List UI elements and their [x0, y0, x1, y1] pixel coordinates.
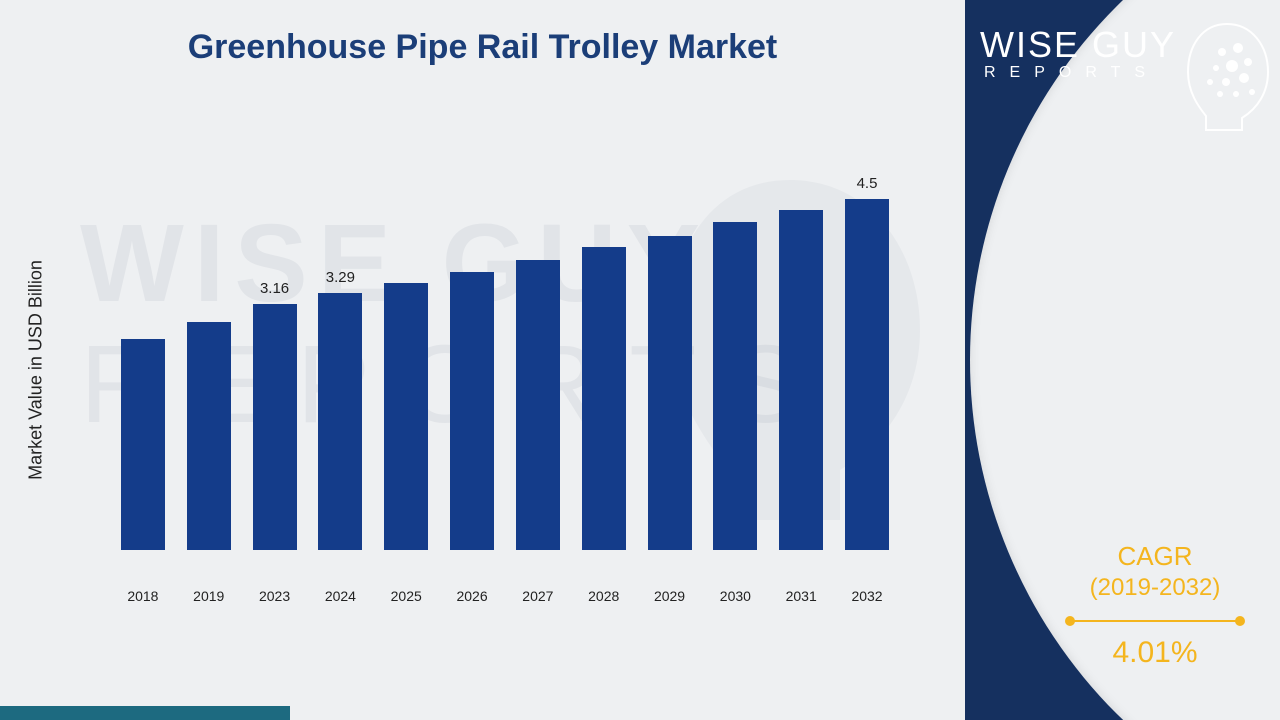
- bar: [384, 283, 428, 550]
- main-chart-area: Greenhouse Pipe Rail Trolley Market WISE…: [0, 0, 965, 720]
- bar-rect: [713, 222, 757, 550]
- bar: 3.16: [253, 304, 297, 550]
- x-tick: 2029: [648, 588, 692, 604]
- side-panel: WISE GUY REPORTS CAGR (2019-2032) 4.01%: [965, 0, 1280, 720]
- x-tick: 2027: [516, 588, 560, 604]
- x-tick: 2031: [779, 588, 823, 604]
- cagr-box: CAGR (2019-2032) 4.01%: [1030, 541, 1280, 670]
- bar-rect: [450, 272, 494, 550]
- canvas: Greenhouse Pipe Rail Trolley Market WISE…: [0, 0, 1280, 720]
- bar: [187, 322, 231, 550]
- x-tick: 2018: [121, 588, 165, 604]
- bar-rect: [187, 322, 231, 550]
- bar-rect: [582, 247, 626, 550]
- cagr-value: 4.01%: [1030, 636, 1280, 670]
- x-tick: 2019: [187, 588, 231, 604]
- footer-accent-bar: [0, 706, 290, 720]
- bar: 3.29: [318, 293, 362, 550]
- bar: [648, 236, 692, 550]
- cagr-label: CAGR: [1030, 541, 1280, 572]
- bar-rect: [845, 199, 889, 550]
- x-tick: 2030: [713, 588, 757, 604]
- bar: [450, 272, 494, 550]
- x-tick: 2024: [318, 588, 362, 604]
- logo-line1: WISE GUY: [980, 24, 1260, 66]
- bar: [713, 222, 757, 550]
- x-tick: 2025: [384, 588, 428, 604]
- cagr-period: (2019-2032): [1030, 574, 1280, 602]
- bar-value-label: 3.16: [260, 280, 289, 297]
- bars-container: 3.16 3.29 4.5: [110, 160, 900, 550]
- bar: [779, 210, 823, 550]
- x-tick: 2032: [845, 588, 889, 604]
- y-axis-label: Market Value in USD Billion: [26, 260, 47, 480]
- bar-rect: [648, 236, 692, 550]
- cagr-divider: [1070, 620, 1240, 622]
- bar-rect: [318, 293, 362, 550]
- x-tick: 2023: [253, 588, 297, 604]
- bar-rect: [121, 339, 165, 550]
- bar-rect: [384, 283, 428, 550]
- x-tick: 2026: [450, 588, 494, 604]
- bar: 4.5: [845, 199, 889, 550]
- bar: [582, 247, 626, 550]
- bar-chart: Market Value in USD Billion 3.163.294.5 …: [80, 160, 900, 580]
- bar-value-label: 3.29: [326, 269, 355, 286]
- bar: [516, 260, 560, 550]
- brand-logo: WISE GUY REPORTS: [980, 24, 1260, 82]
- logo-line2: REPORTS: [980, 64, 1260, 82]
- bar-rect: [779, 210, 823, 550]
- chart-title: Greenhouse Pipe Rail Trolley Market: [0, 28, 965, 67]
- bar: [121, 339, 165, 550]
- bar-rect: [516, 260, 560, 550]
- bar-value-label: 4.5: [857, 175, 878, 192]
- plot-area: 3.16 3.29 4.5: [110, 160, 900, 550]
- bar-rect: [253, 304, 297, 550]
- x-axis: 2018 2019 2023 2024 2025 2026 2027 2028 2029 2030…: [110, 588, 900, 604]
- x-tick: 2028: [582, 588, 626, 604]
